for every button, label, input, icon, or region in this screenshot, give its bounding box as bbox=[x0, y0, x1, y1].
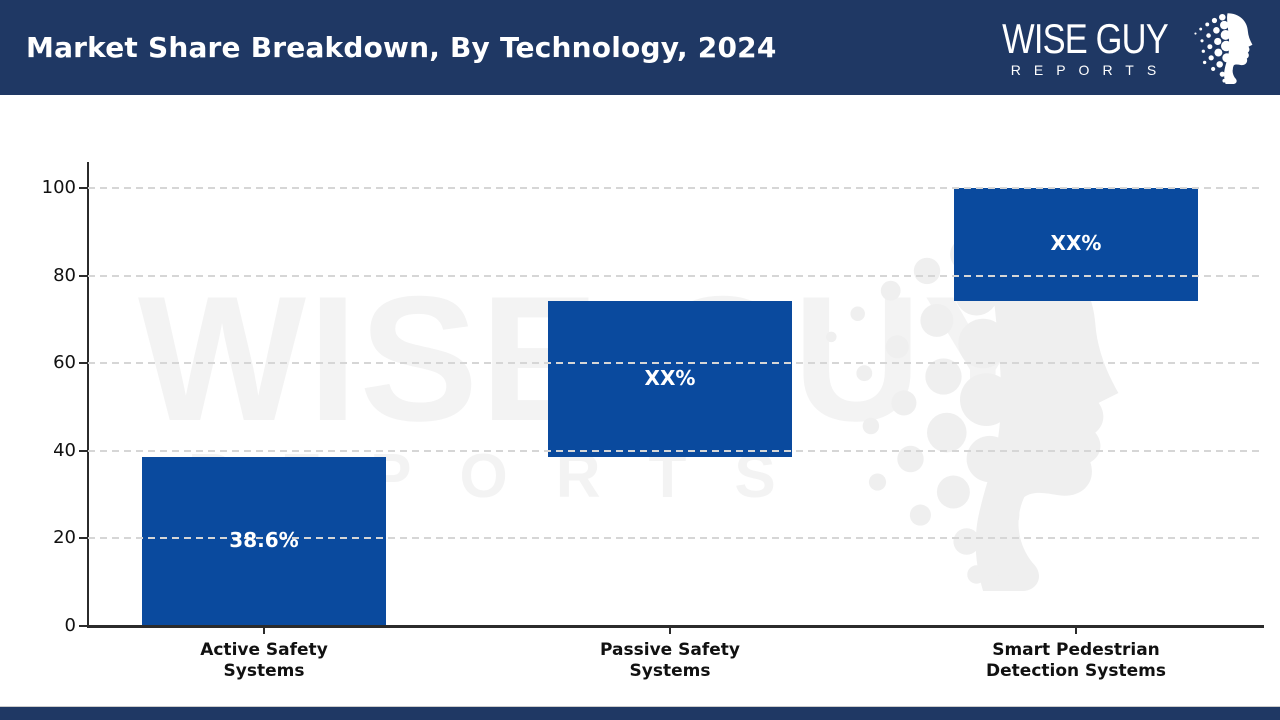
y-tick-label-80: 80 bbox=[53, 264, 76, 286]
y-tick-20 bbox=[79, 537, 88, 540]
category-label-3: Smart Pedestrian Detection Systems bbox=[911, 640, 1241, 682]
bar-1 bbox=[142, 456, 386, 626]
y-tick-label-100: 100 bbox=[41, 177, 76, 198]
y-tick-label-20: 20 bbox=[53, 527, 76, 549]
wise-guy-logo: WISE GUY REPORTS bbox=[984, 12, 1254, 84]
gridline-40 bbox=[88, 449, 1262, 452]
y-tick-40 bbox=[79, 449, 88, 452]
logo-text: WISE GUY REPORTS bbox=[984, 15, 1186, 78]
gridline-60 bbox=[88, 362, 1262, 365]
header-bar: Market Share Breakdown, By Technology, 2… bbox=[0, 0, 1280, 95]
page-title: Market Share Breakdown, By Technology, 2… bbox=[26, 31, 777, 64]
y-tick-label-60: 60 bbox=[53, 352, 76, 374]
gridline-20 bbox=[88, 537, 1262, 540]
bar-value-label-2: XX% bbox=[644, 365, 696, 390]
x-axis-line bbox=[87, 625, 1264, 628]
y-axis-line bbox=[87, 162, 89, 627]
x-tick-2 bbox=[669, 627, 671, 634]
category-label-line: Systems bbox=[223, 661, 305, 681]
y-tick-0 bbox=[79, 625, 88, 627]
y-tick-80 bbox=[79, 274, 88, 277]
category-label-line: Systems bbox=[629, 661, 711, 681]
gridline-80 bbox=[88, 274, 1262, 277]
bar-value-label-3: XX% bbox=[1050, 231, 1102, 256]
x-tick-1 bbox=[263, 627, 265, 634]
bar-value-label-1: 38.6% bbox=[229, 528, 299, 553]
category-label-2: Passive Safety Systems bbox=[505, 640, 835, 682]
category-label-1: Active Safety Systems bbox=[99, 640, 429, 682]
bar-3 bbox=[954, 188, 1198, 301]
bar-2 bbox=[548, 300, 792, 457]
category-label-line: Detection Systems bbox=[986, 661, 1166, 681]
category-label-line: Smart Pedestrian bbox=[992, 640, 1160, 660]
x-tick-3 bbox=[1075, 627, 1077, 634]
y-tick-60 bbox=[79, 362, 88, 365]
footer-bar bbox=[0, 706, 1280, 720]
y-tick-label-0: 0 bbox=[64, 615, 76, 636]
y-tick-label-40: 40 bbox=[53, 439, 76, 461]
y-tick-100 bbox=[79, 187, 88, 189]
gridline-100 bbox=[88, 187, 1262, 189]
category-label-line: Passive Safety bbox=[600, 640, 740, 660]
category-label-line: Active Safety bbox=[200, 640, 328, 660]
logo-face-icon bbox=[1194, 12, 1253, 84]
logo-wordmark: WISE GUY bbox=[1002, 15, 1168, 62]
logo-subtext: REPORTS bbox=[1010, 62, 1170, 78]
